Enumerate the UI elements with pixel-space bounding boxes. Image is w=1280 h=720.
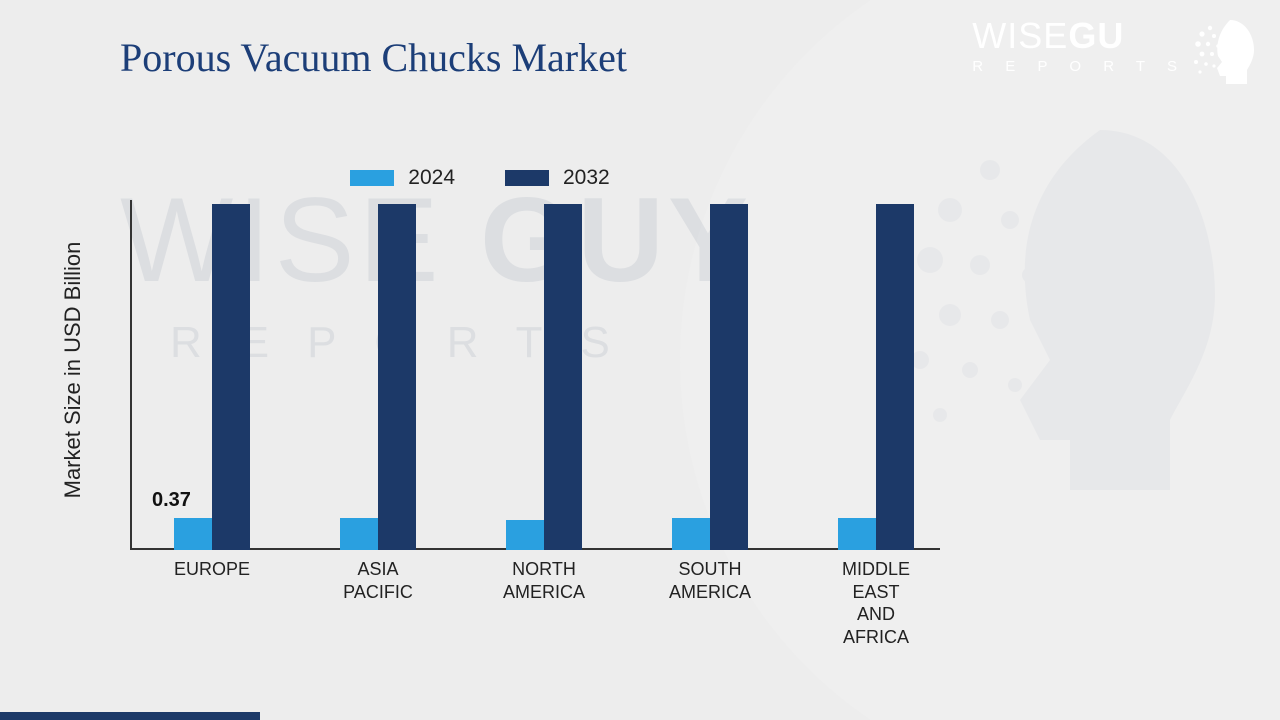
bar-2032	[212, 204, 250, 550]
brand-logo-wise: WISE	[972, 15, 1068, 56]
category-label: SOUTHAMERICA	[640, 558, 780, 603]
legend-label: 2024	[408, 166, 455, 190]
legend-label: 2032	[563, 166, 610, 190]
brand-logo-reports: R E P O R T S	[972, 58, 1186, 75]
bar-group: SOUTHAMERICA	[672, 204, 748, 550]
brand-logo-head-icon	[1192, 18, 1256, 88]
bar-2024	[838, 518, 876, 550]
brand-logo-text: WISEGU R E P O R T S	[972, 18, 1186, 75]
bar-group: ASIAPACIFIC	[340, 204, 416, 550]
bar-group: MIDDLEEASTANDAFRICA	[838, 204, 914, 550]
chart-stage: WISEGU R E P O R T S Porous Vacuum Chuck…	[0, 0, 1280, 720]
footer-accent-bar	[0, 712, 260, 720]
bar-2032	[876, 204, 914, 550]
bar-group: NORTHAMERICA	[506, 204, 582, 550]
brand-logo-line1: WISEGU	[972, 18, 1186, 54]
y-axis-label: Market Size in USD Billion	[60, 242, 86, 499]
bar-2024	[506, 520, 544, 550]
brand-logo: WISEGU R E P O R T S	[972, 18, 1256, 88]
legend-item-2032: 2032	[505, 166, 610, 190]
bar-2032	[378, 204, 416, 550]
category-label: EUROPE	[142, 558, 282, 581]
category-label: MIDDLEEASTANDAFRICA	[806, 558, 946, 648]
brand-logo-gu: GU	[1068, 15, 1124, 56]
bar-2024	[340, 518, 378, 550]
category-label: ASIAPACIFIC	[308, 558, 448, 603]
bar-value-label: 0.37	[152, 489, 191, 512]
legend-item-2024: 2024	[350, 166, 455, 190]
bar-2024	[672, 518, 710, 550]
chart-title: Porous Vacuum Chucks Market	[120, 34, 627, 81]
legend-swatch	[505, 170, 549, 186]
bar-2032	[710, 204, 748, 550]
y-axis-line	[130, 200, 132, 550]
legend-swatch	[350, 170, 394, 186]
category-label: NORTHAMERICA	[474, 558, 614, 603]
chart-plot-area: EUROPEASIAPACIFICNORTHAMERICASOUTHAMERIC…	[130, 200, 940, 550]
chart-legend: 2024 2032	[0, 166, 960, 190]
bar-2024	[174, 518, 212, 550]
bar-2032	[544, 204, 582, 550]
